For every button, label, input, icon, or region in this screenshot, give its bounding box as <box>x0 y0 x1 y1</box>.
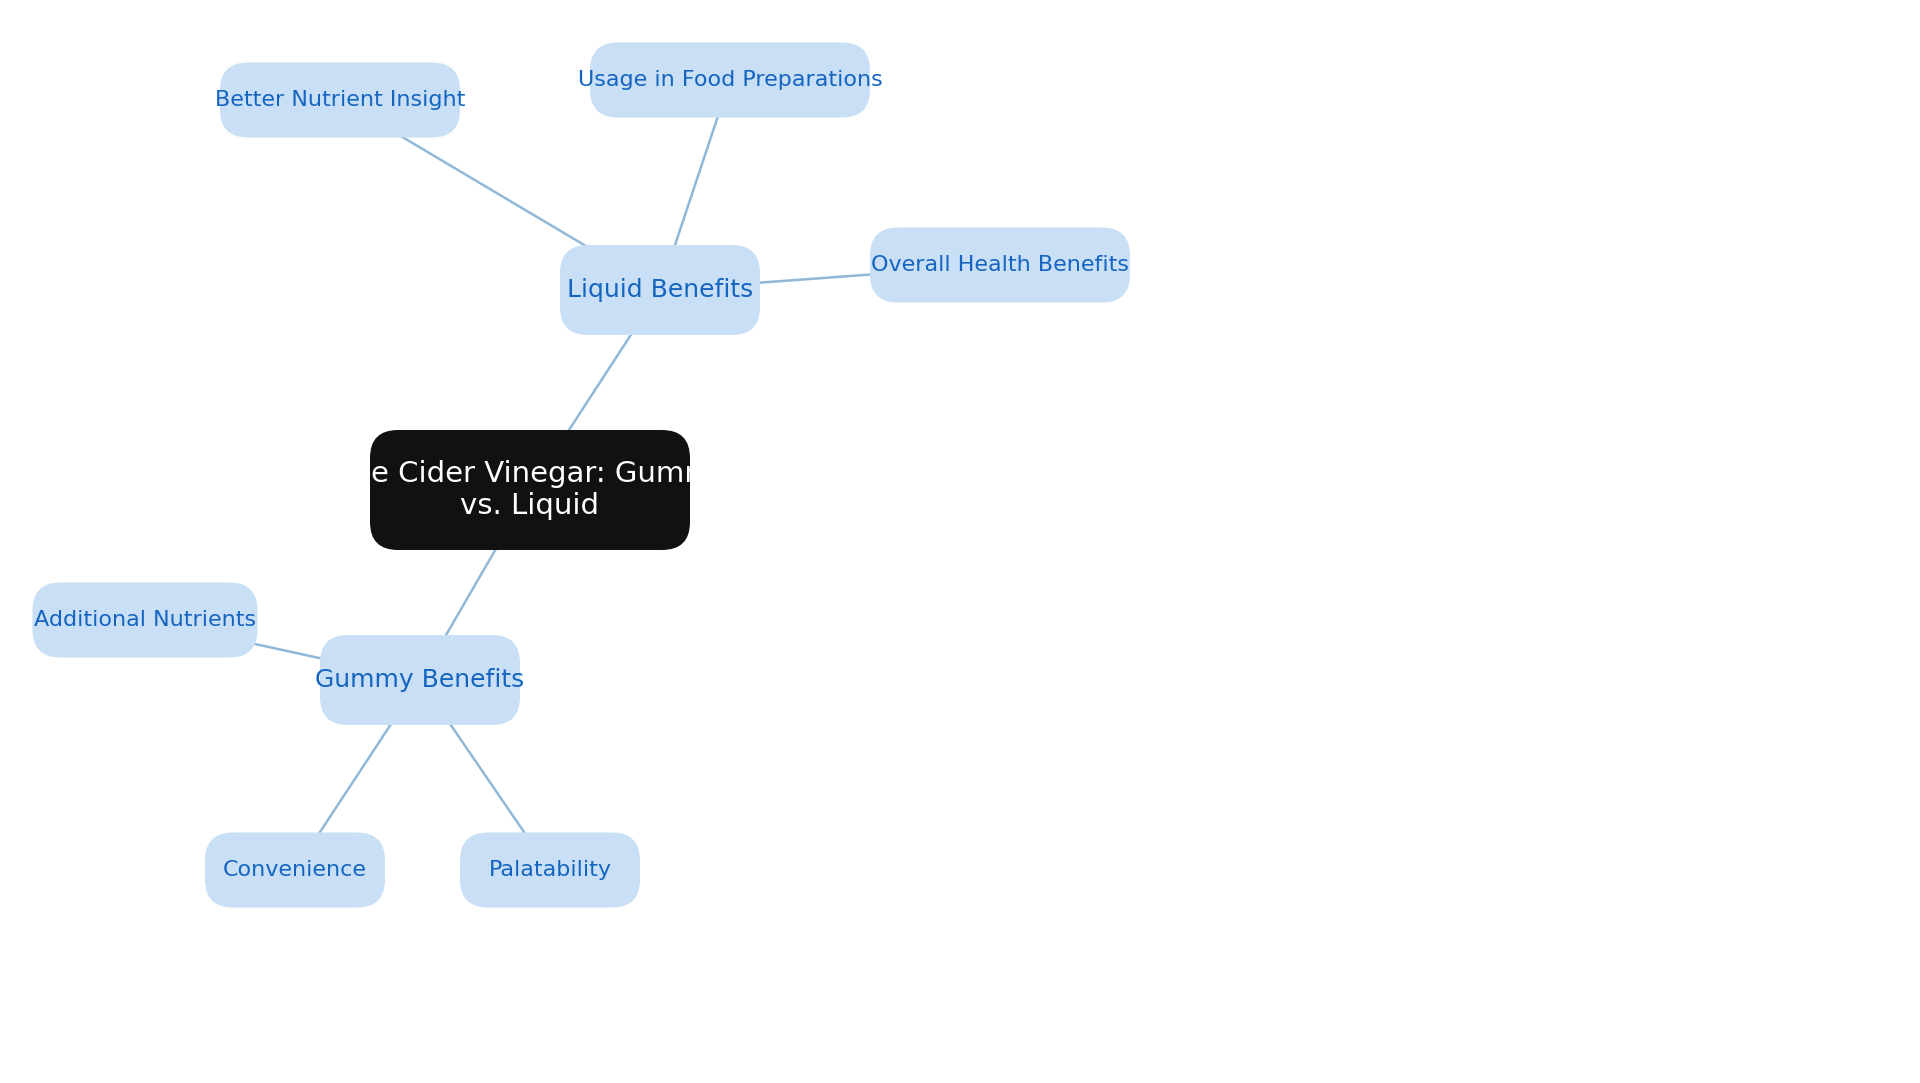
Text: Overall Health Benefits: Overall Health Benefits <box>872 255 1129 275</box>
Text: Gummy Benefits: Gummy Benefits <box>315 668 524 692</box>
FancyBboxPatch shape <box>589 42 870 117</box>
FancyBboxPatch shape <box>221 63 461 138</box>
FancyBboxPatch shape <box>321 635 520 725</box>
Text: Additional Nutrients: Additional Nutrients <box>35 610 255 630</box>
Text: Apple Cider Vinegar: Gummies
vs. Liquid: Apple Cider Vinegar: Gummies vs. Liquid <box>305 460 755 520</box>
Text: Usage in Food Preparations: Usage in Food Preparations <box>578 70 883 90</box>
Text: Convenience: Convenience <box>223 860 367 880</box>
FancyBboxPatch shape <box>205 833 386 908</box>
Text: Palatability: Palatability <box>488 860 611 880</box>
Text: Liquid Benefits: Liquid Benefits <box>566 278 753 302</box>
FancyBboxPatch shape <box>371 430 689 550</box>
Text: Better Nutrient Insight: Better Nutrient Insight <box>215 90 465 110</box>
FancyBboxPatch shape <box>561 245 760 335</box>
FancyBboxPatch shape <box>33 583 257 657</box>
FancyBboxPatch shape <box>870 227 1131 302</box>
FancyBboxPatch shape <box>461 833 639 908</box>
